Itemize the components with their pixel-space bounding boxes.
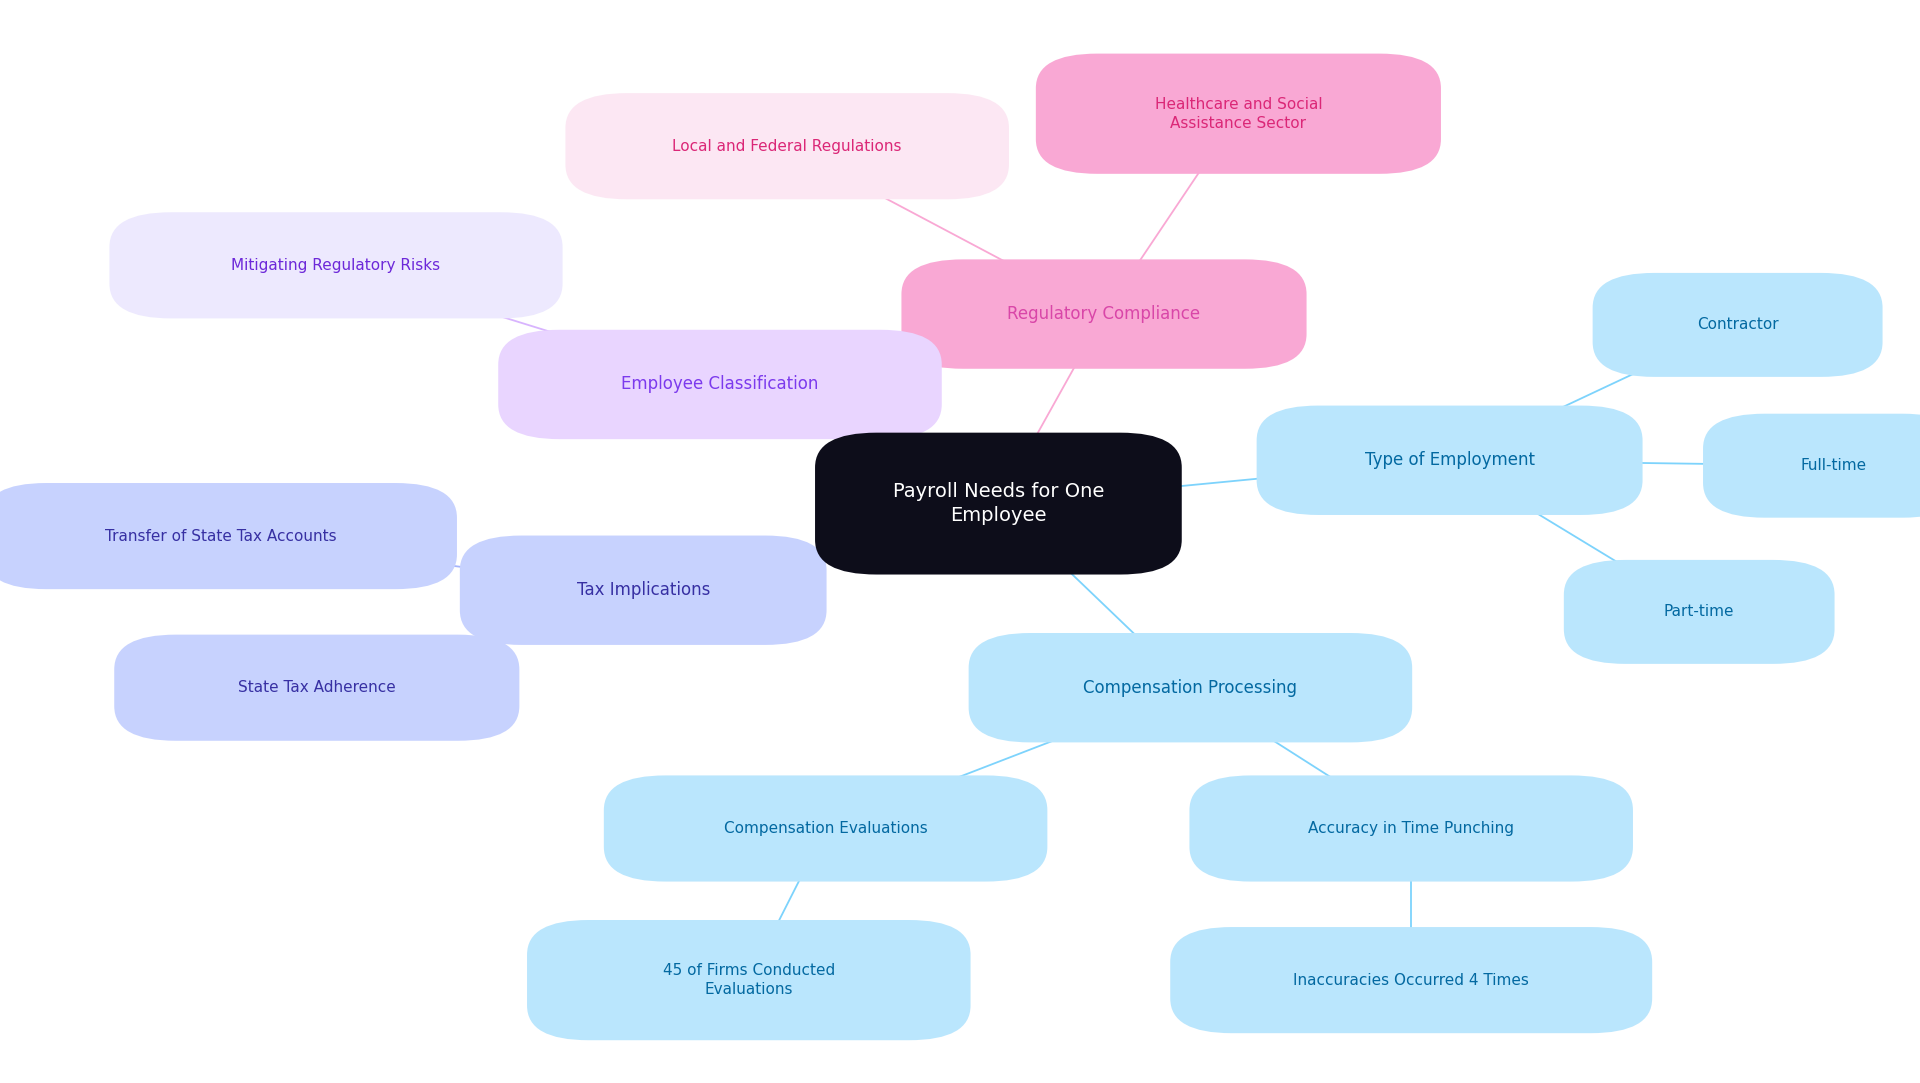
Text: Employee Classification: Employee Classification xyxy=(622,376,818,393)
Text: Type of Employment: Type of Employment xyxy=(1365,452,1534,469)
Text: 45 of Firms Conducted
Evaluations: 45 of Firms Conducted Evaluations xyxy=(662,963,835,997)
Text: Accuracy in Time Punching: Accuracy in Time Punching xyxy=(1308,821,1515,836)
FancyBboxPatch shape xyxy=(497,329,941,440)
FancyBboxPatch shape xyxy=(1256,406,1642,516)
Text: Regulatory Compliance: Regulatory Compliance xyxy=(1008,305,1200,323)
FancyBboxPatch shape xyxy=(1563,560,1834,664)
Text: Payroll Needs for One
Employee: Payroll Needs for One Employee xyxy=(893,482,1104,525)
FancyBboxPatch shape xyxy=(0,483,457,589)
Text: State Tax Adherence: State Tax Adherence xyxy=(238,680,396,695)
FancyBboxPatch shape xyxy=(564,93,1010,199)
Text: Local and Federal Regulations: Local and Federal Regulations xyxy=(672,139,902,154)
Text: Compensation Evaluations: Compensation Evaluations xyxy=(724,821,927,836)
FancyBboxPatch shape xyxy=(900,260,1306,369)
Text: Compensation Processing: Compensation Processing xyxy=(1083,679,1298,696)
Text: Part-time: Part-time xyxy=(1665,604,1734,619)
FancyBboxPatch shape xyxy=(115,635,518,741)
Text: Contractor: Contractor xyxy=(1697,317,1778,332)
Text: Transfer of State Tax Accounts: Transfer of State Tax Accounts xyxy=(106,529,336,544)
FancyBboxPatch shape xyxy=(1188,775,1632,882)
FancyBboxPatch shape xyxy=(1703,414,1920,518)
FancyBboxPatch shape xyxy=(968,632,1411,743)
FancyBboxPatch shape xyxy=(1169,927,1651,1033)
FancyBboxPatch shape xyxy=(603,775,1048,882)
Text: Tax Implications: Tax Implications xyxy=(576,582,710,599)
FancyBboxPatch shape xyxy=(526,921,970,1040)
FancyBboxPatch shape xyxy=(814,433,1181,574)
Text: Healthcare and Social
Assistance Sector: Healthcare and Social Assistance Sector xyxy=(1154,96,1323,131)
FancyBboxPatch shape xyxy=(461,536,826,645)
FancyBboxPatch shape xyxy=(109,212,563,318)
Text: Full-time: Full-time xyxy=(1801,458,1866,473)
Text: Inaccuracies Occurred 4 Times: Inaccuracies Occurred 4 Times xyxy=(1294,973,1528,988)
FancyBboxPatch shape xyxy=(1594,273,1882,377)
FancyBboxPatch shape xyxy=(1037,54,1440,174)
Text: Mitigating Regulatory Risks: Mitigating Regulatory Risks xyxy=(232,258,440,273)
